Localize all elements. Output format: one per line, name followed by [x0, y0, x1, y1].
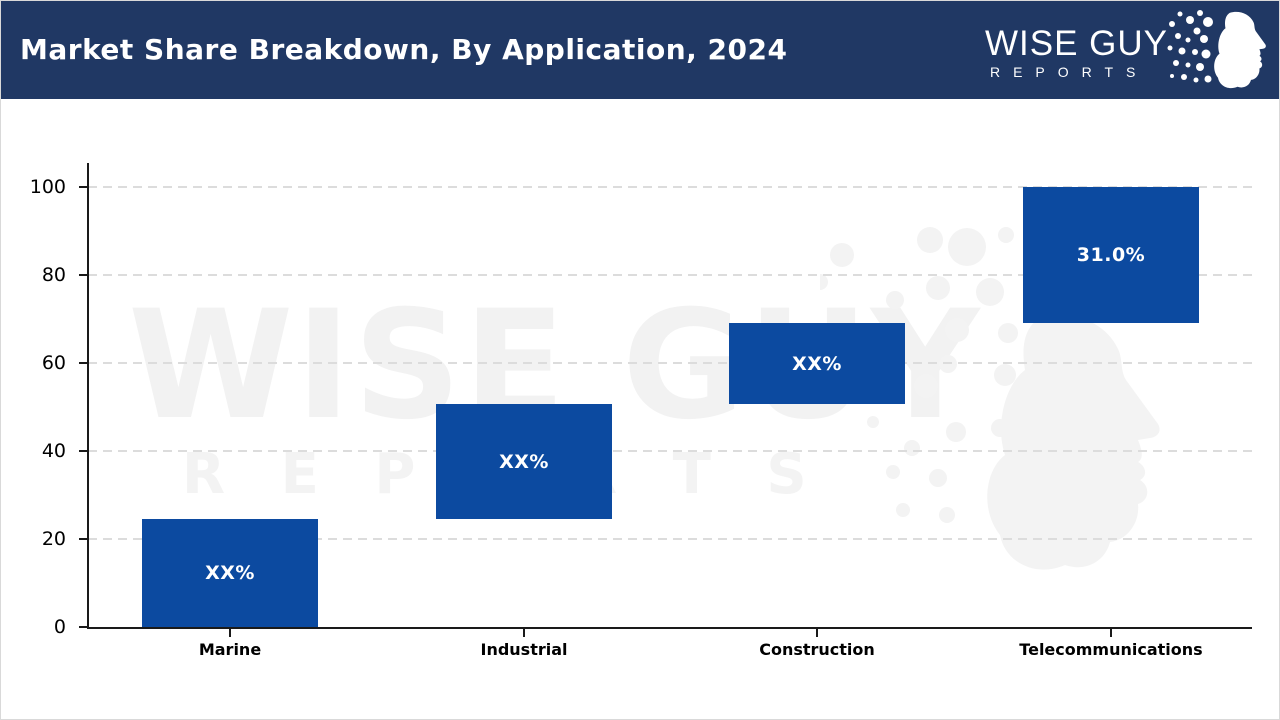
- y-tick-mark: [79, 186, 87, 188]
- bar: XX%: [436, 404, 612, 520]
- x-axis-category-label: Industrial: [480, 640, 568, 659]
- x-tick-mark: [523, 629, 525, 637]
- brand-face-icon: [1167, 10, 1266, 89]
- bar-value-label: XX%: [499, 450, 549, 473]
- y-axis-tick-label: 0: [53, 616, 66, 638]
- bar: XX%: [142, 519, 318, 627]
- bar-value-label: XX%: [205, 562, 255, 585]
- x-tick-mark: [1110, 629, 1112, 637]
- x-tick-mark: [816, 629, 818, 637]
- x-tick-mark: [229, 629, 231, 637]
- bar: 31.0%: [1023, 187, 1199, 324]
- x-axis-line: [87, 627, 1252, 629]
- y-axis-line: [87, 163, 89, 629]
- x-axis-category-label: Marine: [198, 640, 262, 659]
- chart-area: WISE GUY R E P O R T S 020406080100XX%Ma…: [0, 99, 1280, 720]
- header-bar: Market Share Breakdown, By Application, …: [0, 0, 1280, 99]
- y-axis-tick-label: 80: [41, 264, 66, 286]
- y-axis-tick-label: 60: [41, 352, 66, 374]
- y-tick-mark: [79, 450, 87, 452]
- brand-subtitle: REPORTS: [989, 64, 1149, 81]
- y-axis-tick-label: 20: [41, 528, 66, 550]
- y-tick-mark: [79, 538, 87, 540]
- x-axis-category-label: Construction: [759, 640, 875, 659]
- y-tick-mark: [79, 274, 87, 276]
- gridline: [88, 362, 1252, 364]
- y-axis-tick-label: 40: [41, 440, 66, 462]
- bar-value-label: XX%: [792, 352, 842, 375]
- gridline: [88, 538, 1252, 540]
- brand-logo-text: WISE GUY REPORTS: [984, 23, 1168, 81]
- y-tick-mark: [79, 626, 87, 628]
- y-tick-mark: [79, 362, 87, 364]
- y-axis-tick-label: 100: [29, 176, 66, 198]
- bar: XX%: [729, 323, 905, 405]
- chart-title: Market Share Breakdown, By Application, …: [20, 33, 788, 66]
- x-axis-category-label: Telecommunications: [1019, 640, 1203, 659]
- brand-logo: WISE GUY REPORTS: [985, 6, 1270, 94]
- bar-value-label: 31.0%: [1076, 244, 1146, 267]
- plot-region: 0 20 40 60 80 100 XX% Marine XX% Industrial XX% Con…: [0, 99, 1280, 720]
- gridline: [88, 450, 1252, 452]
- gridline: [88, 274, 1252, 276]
- gridline: [88, 186, 1252, 188]
- brand-name: WISE GUY: [984, 23, 1168, 63]
